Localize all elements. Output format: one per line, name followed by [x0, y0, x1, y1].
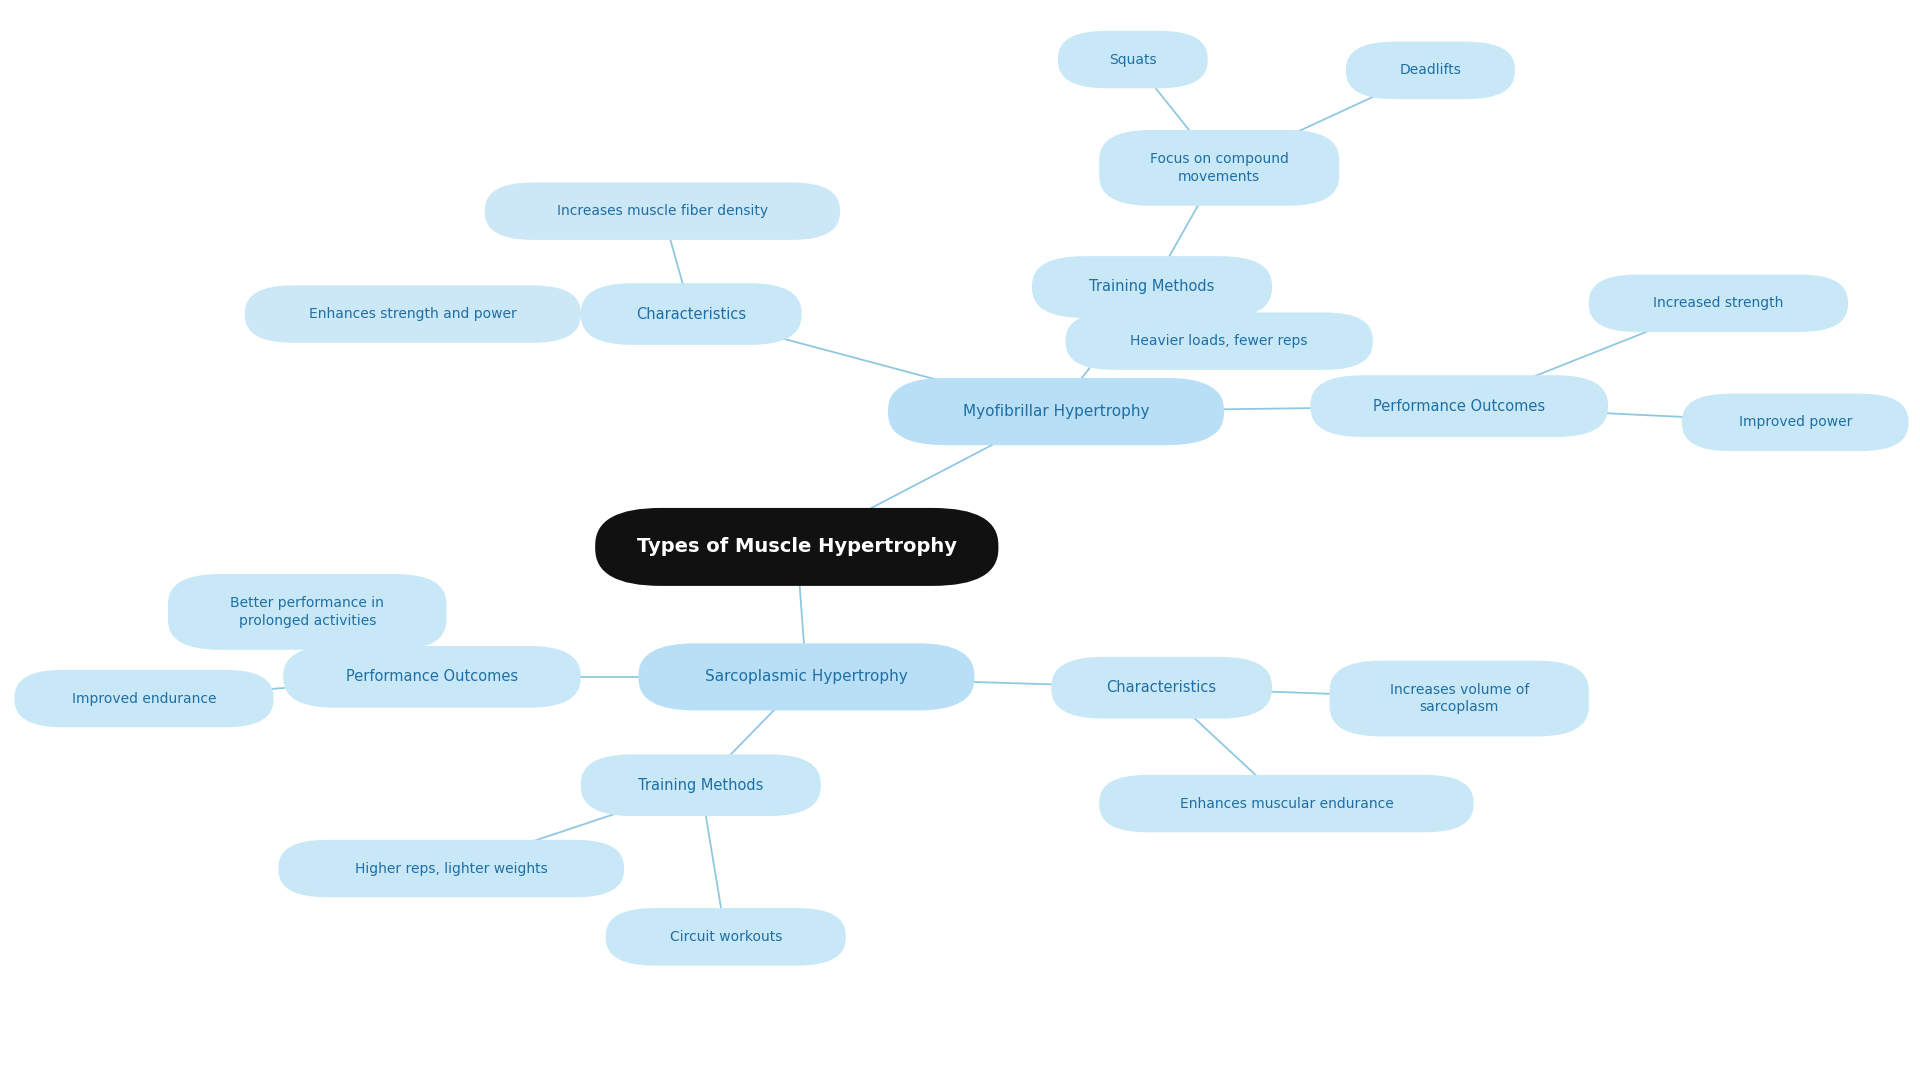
Text: Focus on compound
movements: Focus on compound movements	[1150, 153, 1288, 183]
FancyBboxPatch shape	[580, 283, 801, 345]
FancyBboxPatch shape	[580, 754, 822, 817]
FancyBboxPatch shape	[1309, 375, 1609, 436]
FancyBboxPatch shape	[607, 908, 845, 966]
FancyBboxPatch shape	[1033, 256, 1271, 318]
Text: Deadlifts: Deadlifts	[1400, 64, 1461, 77]
Text: Circuit workouts: Circuit workouts	[670, 930, 781, 943]
FancyBboxPatch shape	[1098, 775, 1475, 832]
Text: Improved endurance: Improved endurance	[71, 692, 217, 705]
FancyBboxPatch shape	[1066, 312, 1373, 369]
Text: Higher reps, lighter weights: Higher reps, lighter weights	[355, 862, 547, 875]
FancyBboxPatch shape	[1098, 130, 1340, 206]
FancyBboxPatch shape	[1682, 393, 1908, 451]
FancyBboxPatch shape	[595, 508, 998, 586]
Text: Myofibrillar Hypertrophy: Myofibrillar Hypertrophy	[962, 404, 1150, 419]
FancyBboxPatch shape	[637, 643, 975, 710]
FancyBboxPatch shape	[284, 645, 580, 708]
Text: Better performance in
prolonged activities: Better performance in prolonged activiti…	[230, 597, 384, 627]
Text: Sarcoplasmic Hypertrophy: Sarcoplasmic Hypertrophy	[705, 669, 908, 684]
Text: Characteristics: Characteristics	[636, 306, 747, 322]
FancyBboxPatch shape	[1058, 30, 1208, 89]
FancyBboxPatch shape	[484, 182, 839, 239]
FancyBboxPatch shape	[246, 286, 580, 342]
FancyBboxPatch shape	[169, 574, 445, 650]
Text: Performance Outcomes: Performance Outcomes	[346, 669, 518, 684]
Text: Training Methods: Training Methods	[637, 778, 764, 793]
Text: Heavier loads, fewer reps: Heavier loads, fewer reps	[1131, 335, 1308, 348]
Text: Increases volume of
sarcoplasm: Increases volume of sarcoplasm	[1390, 683, 1528, 714]
FancyBboxPatch shape	[1346, 41, 1515, 99]
Text: Squats: Squats	[1110, 53, 1156, 66]
FancyBboxPatch shape	[1590, 274, 1847, 331]
FancyBboxPatch shape	[1052, 656, 1271, 719]
FancyBboxPatch shape	[887, 378, 1225, 445]
FancyBboxPatch shape	[13, 669, 275, 728]
Text: Types of Muscle Hypertrophy: Types of Muscle Hypertrophy	[637, 537, 956, 557]
Text: Increases muscle fiber density: Increases muscle fiber density	[557, 205, 768, 218]
Text: Improved power: Improved power	[1738, 416, 1853, 429]
Text: Enhances strength and power: Enhances strength and power	[309, 308, 516, 321]
Text: Performance Outcomes: Performance Outcomes	[1373, 399, 1546, 414]
Text: Enhances muscular endurance: Enhances muscular endurance	[1179, 797, 1394, 810]
Text: Training Methods: Training Methods	[1089, 279, 1215, 295]
FancyBboxPatch shape	[1329, 661, 1590, 736]
FancyBboxPatch shape	[278, 840, 624, 897]
Text: Increased strength: Increased strength	[1653, 297, 1784, 310]
Text: Characteristics: Characteristics	[1106, 680, 1217, 695]
